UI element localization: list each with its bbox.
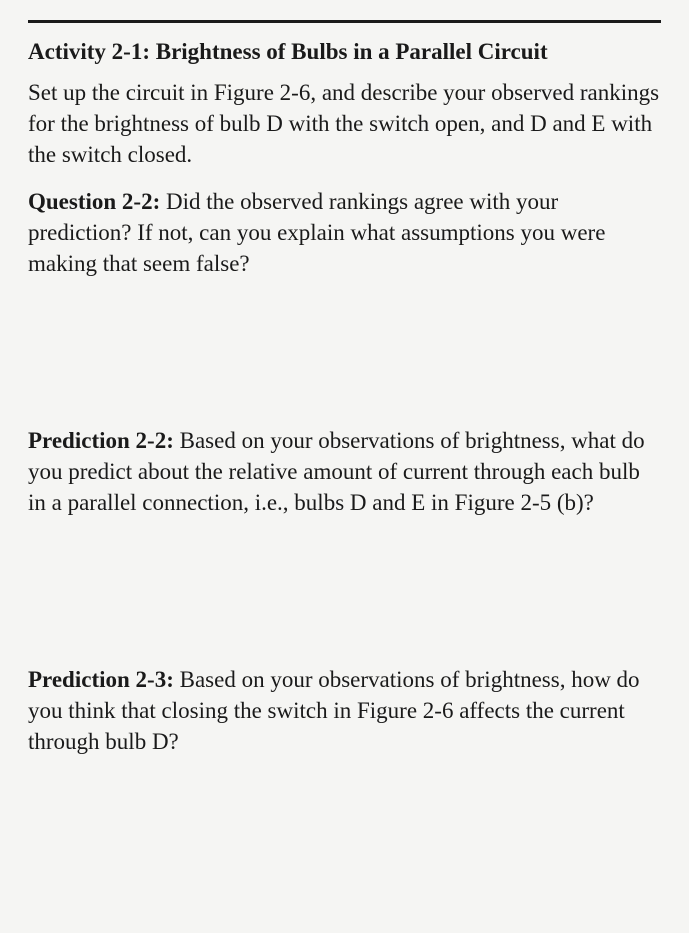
prediction-2-2-label: Prediction 2-2:: [28, 428, 174, 453]
answer-space-2: [28, 534, 661, 664]
prediction-2-3-label: Prediction 2-3:: [28, 667, 174, 692]
prediction-2-2: Prediction 2-2: Based on your observatio…: [28, 425, 661, 518]
question-2-2-label: Question 2-2:: [28, 189, 160, 214]
top-divider: [28, 20, 661, 23]
prediction-2-3: Prediction 2-3: Based on your observatio…: [28, 664, 661, 757]
question-2-2: Question 2-2: Did the observed rankings …: [28, 186, 661, 279]
answer-space-1: [28, 295, 661, 425]
activity-title: Activity 2-1: Brightness of Bulbs in a P…: [28, 37, 661, 67]
activity-intro: Set up the circuit in Figure 2-6, and de…: [28, 77, 661, 170]
